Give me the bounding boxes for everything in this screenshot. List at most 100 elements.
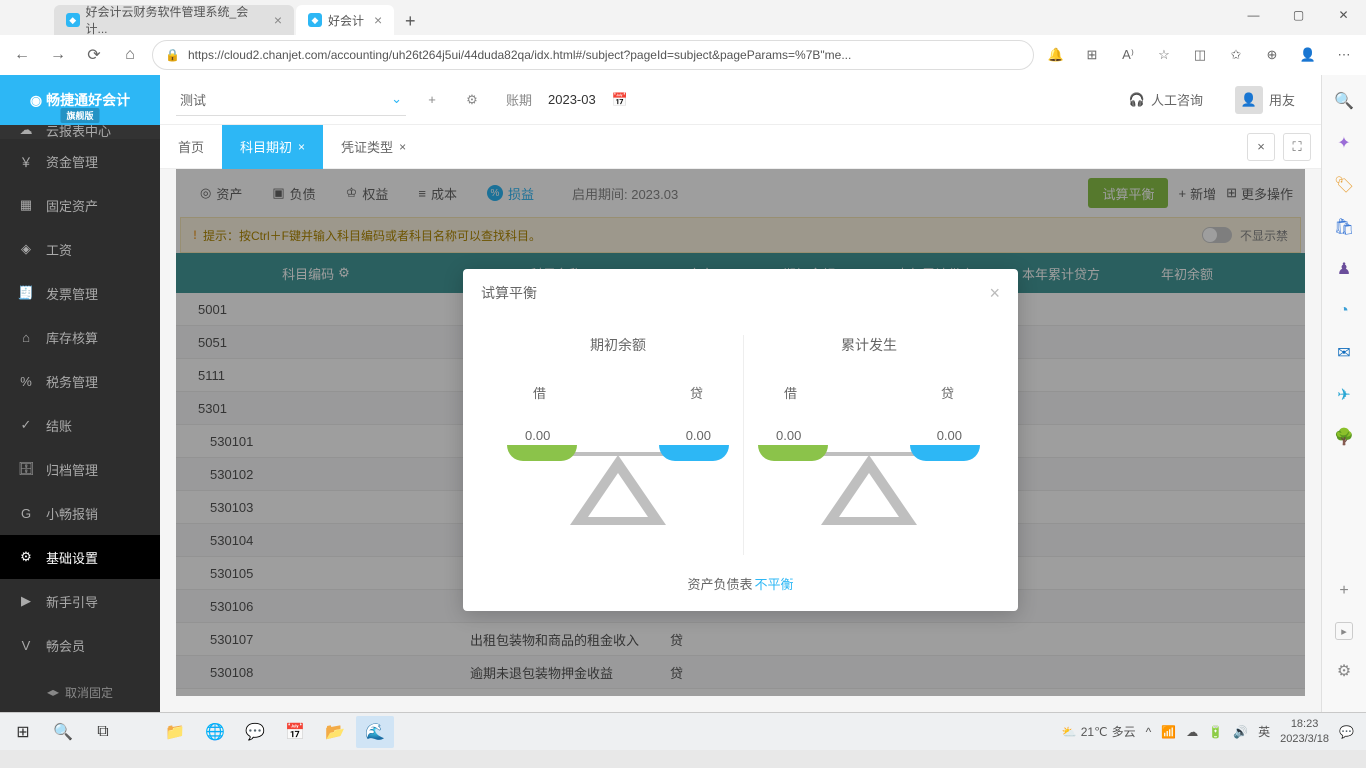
- period-label: 账期: [506, 90, 532, 109]
- account-selector[interactable]: 测试 ⌄: [176, 84, 406, 116]
- edge-icon[interactable]: 🌊: [356, 716, 394, 748]
- volume-icon[interactable]: 🔊: [1233, 725, 1248, 739]
- sidebar-item[interactable]: V畅会员: [0, 623, 160, 667]
- add-tool-icon[interactable]: +: [1333, 580, 1355, 602]
- calendar-icon[interactable]: 📅: [612, 92, 628, 108]
- header-bar: 测试 ⌄ + ⚙ 账期 2023-03 📅 🎧 人工咨询 👤 用友: [160, 75, 1321, 125]
- taskbar: ⊞ 🔍 ⧉ 📁 🌐 💬 📅 📂 🌊 ⛅ 21℃ 多云 ^ 📶 ☁ 🔋 🔊 英 1…: [0, 712, 1366, 750]
- sidebar-item-active[interactable]: ⚙基础设置: [0, 535, 160, 579]
- notification-center-icon[interactable]: 💬: [1339, 725, 1354, 739]
- weather-icon: ⛅: [1062, 725, 1077, 739]
- user-menu[interactable]: 👤 用友: [1225, 86, 1305, 114]
- task-view-button[interactable]: ⧉: [84, 716, 122, 748]
- fullscreen-button[interactable]: ⛶: [1283, 133, 1311, 161]
- favorite-icon[interactable]: ☆: [1150, 41, 1178, 69]
- sidebar-item[interactable]: %税务管理: [0, 359, 160, 403]
- sidebar-item[interactable]: G小畅报销: [0, 491, 160, 535]
- logo-icon: ◉: [30, 92, 42, 109]
- maximize-button[interactable]: ▢: [1276, 0, 1321, 30]
- modal-overlay[interactable]: 试算平衡 × 期初余额 借 贷 0.00: [176, 169, 1305, 696]
- outlook-icon[interactable]: ✉: [1333, 342, 1355, 364]
- forward-button[interactable]: →: [44, 41, 72, 69]
- footer-label: 资产负债表: [687, 574, 752, 593]
- calendar-icon[interactable]: 📅: [276, 716, 314, 748]
- collapse-icon[interactable]: ▸: [1335, 622, 1353, 640]
- tools-icon[interactable]: ✈: [1333, 384, 1355, 406]
- tab-close-icon[interactable]: ×: [298, 140, 305, 154]
- explorer-icon[interactable]: 📂: [316, 716, 354, 748]
- tray-expand-icon[interactable]: ^: [1146, 725, 1152, 739]
- read-aloud-icon[interactable]: A⁾: [1114, 41, 1142, 69]
- invoice-icon: 🧾: [18, 285, 34, 301]
- address-bar[interactable]: 🔒 https://cloud2.chanjet.com/accounting/…: [152, 40, 1034, 70]
- minimize-button[interactable]: —: [1231, 0, 1276, 30]
- favorites-bar-icon[interactable]: ✩: [1222, 41, 1250, 69]
- salary-icon: ◈: [18, 241, 34, 257]
- debit-label: 借: [533, 383, 546, 402]
- consult-button[interactable]: 🎧 人工咨询: [1119, 90, 1213, 109]
- browser-tab[interactable]: ◆ 好会计云财务软件管理系统_会计... ×: [54, 5, 294, 35]
- back-button[interactable]: ←: [8, 41, 36, 69]
- settings-button[interactable]: ⚙: [458, 86, 486, 114]
- wechat-icon[interactable]: 💬: [236, 716, 274, 748]
- plant-icon[interactable]: 🌳: [1333, 426, 1355, 448]
- profile-icon[interactable]: 👤: [1294, 41, 1322, 69]
- asset-icon: ▦: [18, 197, 34, 213]
- fund-icon: ￥: [18, 153, 34, 169]
- home-button[interactable]: ⌂: [116, 41, 144, 69]
- archive-icon: 🗄: [18, 461, 34, 477]
- bing-icon[interactable]: ◔: [1333, 300, 1355, 322]
- sidebar-item[interactable]: ✓结账: [0, 403, 160, 447]
- search-icon[interactable]: 🔍: [1333, 90, 1355, 112]
- sidebar-item[interactable]: ▦固定资产: [0, 183, 160, 227]
- reload-button[interactable]: ⟳: [80, 41, 108, 69]
- tab-close-icon[interactable]: ×: [274, 12, 282, 28]
- extensions-icon[interactable]: ⊞: [1078, 41, 1106, 69]
- new-tab-button[interactable]: +: [396, 7, 424, 35]
- games-icon[interactable]: ♟: [1333, 258, 1355, 280]
- collections-icon[interactable]: ⊕: [1258, 41, 1286, 69]
- tax-icon: %: [18, 373, 34, 389]
- sidebar-item[interactable]: ⌂库存核算: [0, 315, 160, 359]
- sidebar-item[interactable]: 🗄归档管理: [0, 447, 160, 491]
- chrome-icon[interactable]: 🌐: [196, 716, 234, 748]
- ime-indicator[interactable]: 英: [1258, 723, 1270, 740]
- tab-voucher-type[interactable]: 凭证类型×: [323, 125, 424, 169]
- tag-icon[interactable]: 🏷: [1333, 174, 1355, 196]
- debit-value: 0.00: [525, 428, 550, 443]
- sidebar-item[interactable]: ￥资金管理: [0, 139, 160, 183]
- tab-subject-initial[interactable]: 科目期初×: [222, 125, 323, 169]
- tab-close-icon[interactable]: ×: [374, 12, 382, 28]
- edge-settings-icon[interactable]: ⚙: [1333, 660, 1355, 682]
- cloud-icon[interactable]: ☁: [1186, 725, 1198, 739]
- browser-tab-active[interactable]: ◆ 好会计 ×: [296, 5, 394, 35]
- main-content: 测试 ⌄ + ⚙ 账期 2023-03 📅 🎧 人工咨询 👤 用友 首页 科目期…: [160, 75, 1321, 712]
- battery-icon[interactable]: 🔋: [1208, 725, 1223, 739]
- clock[interactable]: 18:23 2023/3/18: [1280, 717, 1329, 746]
- close-button[interactable]: ✕: [1321, 0, 1366, 30]
- credit-label: 贷: [941, 383, 954, 402]
- sidebar-item[interactable]: ◈工资: [0, 227, 160, 271]
- menu-icon[interactable]: ⋯: [1330, 41, 1358, 69]
- start-button[interactable]: ⊞: [4, 716, 42, 748]
- close-all-tabs-button[interactable]: ×: [1247, 133, 1275, 161]
- tabs-bar: 首页 科目期初× 凭证类型× × ⛶: [160, 125, 1321, 169]
- shopping-icon[interactable]: 🛍: [1333, 216, 1355, 238]
- wifi-icon[interactable]: 📶: [1161, 725, 1176, 739]
- add-button[interactable]: +: [418, 86, 446, 114]
- tab-home[interactable]: 首页: [160, 125, 222, 169]
- balance-scale-icon: [503, 445, 733, 535]
- credit-label: 贷: [690, 383, 703, 402]
- search-button[interactable]: 🔍: [44, 716, 82, 748]
- split-icon[interactable]: ◫: [1186, 41, 1214, 69]
- weather-widget[interactable]: ⛅ 21℃ 多云: [1062, 723, 1136, 740]
- notification-icon[interactable]: 🔔: [1042, 41, 1070, 69]
- tab-close-icon[interactable]: ×: [399, 140, 406, 154]
- ai-icon[interactable]: ✦: [1333, 132, 1355, 154]
- modal-close-button[interactable]: ×: [989, 283, 1000, 304]
- file-explorer-icon[interactable]: 📁: [156, 716, 194, 748]
- debit-value: 0.00: [776, 428, 801, 443]
- sidebar-item[interactable]: ▶新手引导: [0, 579, 160, 623]
- sidebar-item[interactable]: 🧾发票管理: [0, 271, 160, 315]
- sidebar-unpin[interactable]: ◂▸ 取消固定: [0, 672, 160, 712]
